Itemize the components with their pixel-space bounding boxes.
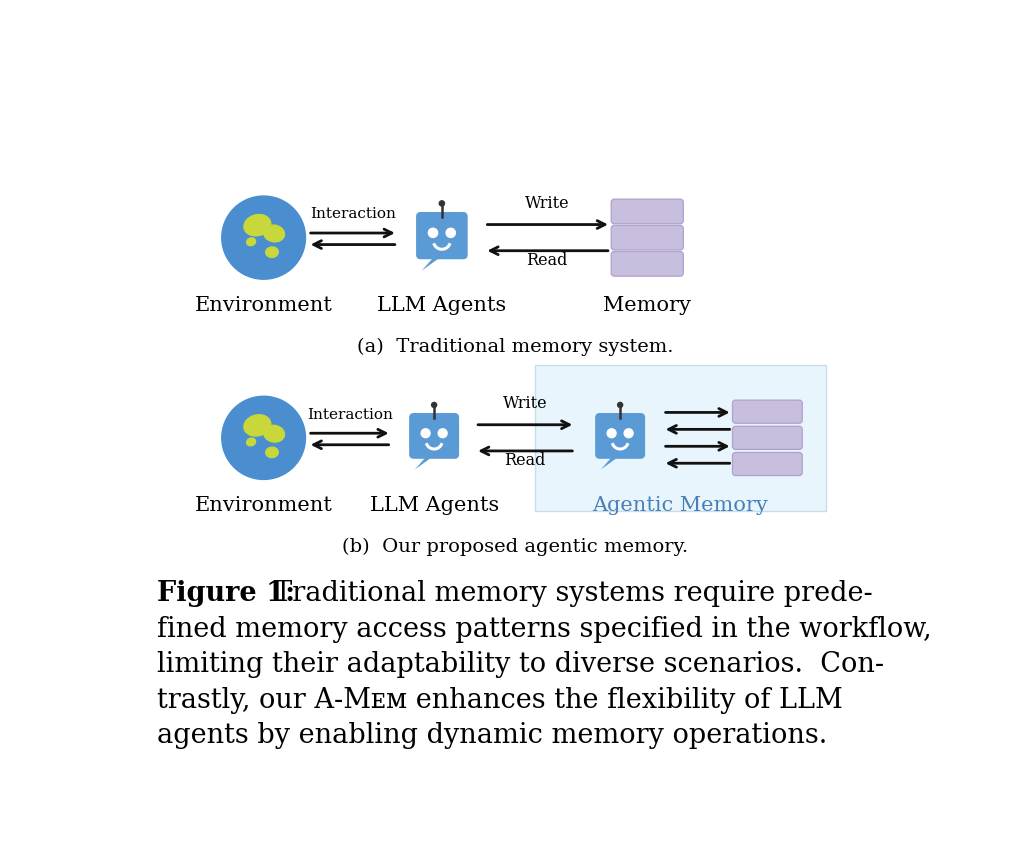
Text: Read: Read [526,252,568,269]
FancyBboxPatch shape [732,453,802,476]
Text: limiting their adaptability to diverse scenarios.  Con-: limiting their adaptability to diverse s… [158,651,885,678]
FancyBboxPatch shape [732,426,802,449]
Circle shape [625,429,633,437]
Ellipse shape [244,414,270,436]
FancyBboxPatch shape [732,400,802,423]
Text: Interaction: Interaction [307,408,392,421]
Text: Traditional memory systems require prede-: Traditional memory systems require prede… [257,580,872,608]
Polygon shape [601,454,622,470]
FancyBboxPatch shape [416,212,468,260]
FancyBboxPatch shape [595,413,645,459]
Circle shape [446,228,456,237]
Text: (b)  Our proposed agentic memory.: (b) Our proposed agentic memory. [342,538,688,557]
Ellipse shape [247,238,256,246]
Circle shape [222,196,305,279]
Circle shape [222,397,305,479]
FancyBboxPatch shape [611,252,683,276]
Text: Agentic Memory: Agentic Memory [592,496,768,515]
FancyBboxPatch shape [611,226,683,250]
Text: agents by enabling dynamic memory operations.: agents by enabling dynamic memory operat… [158,722,827,749]
Text: trastly, our A-Mᴇᴍ enhances the flexibility of LLM: trastly, our A-Mᴇᴍ enhances the flexibil… [158,687,843,713]
Text: Environment: Environment [195,296,333,315]
Circle shape [438,429,447,437]
Text: (a)  Traditional memory system.: (a) Traditional memory system. [357,338,674,356]
Circle shape [439,201,444,206]
Text: Read: Read [504,453,546,470]
Text: LLM Agents: LLM Agents [377,296,507,315]
FancyBboxPatch shape [410,413,459,459]
Polygon shape [422,254,443,271]
Ellipse shape [244,214,270,236]
Ellipse shape [265,447,279,458]
Text: Figure 1:: Figure 1: [158,580,296,608]
Text: Interaction: Interaction [310,208,395,221]
Text: Write: Write [503,396,547,413]
Ellipse shape [247,438,256,446]
Ellipse shape [264,426,285,442]
Circle shape [607,429,616,437]
Circle shape [431,403,436,408]
Ellipse shape [265,247,279,257]
Text: LLM Agents: LLM Agents [370,496,499,515]
Circle shape [421,429,430,437]
Text: Write: Write [525,195,569,212]
Circle shape [617,403,623,408]
Ellipse shape [264,226,285,242]
Text: Memory: Memory [603,296,691,315]
Text: fined memory access patterns specified in the workflow,: fined memory access patterns specified i… [158,616,932,643]
Polygon shape [415,454,436,470]
Circle shape [428,228,437,237]
Text: Environment: Environment [195,496,333,515]
FancyBboxPatch shape [611,199,683,224]
FancyBboxPatch shape [535,365,825,511]
